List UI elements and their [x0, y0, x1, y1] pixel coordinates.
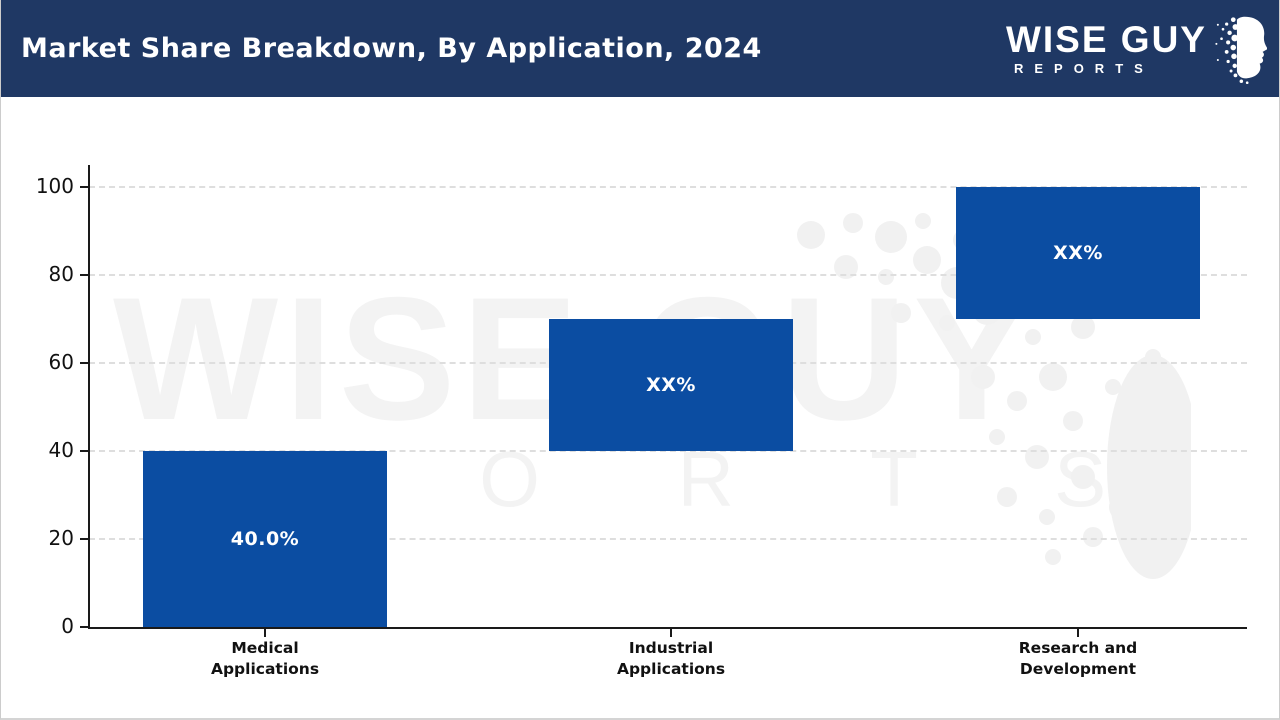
y-tick-80 [80, 274, 88, 276]
y-tick-label-60: 60 [48, 350, 74, 374]
gridline-20 [89, 538, 1247, 540]
y-tick-20 [80, 538, 88, 540]
bar-research-and-development: XX% [956, 187, 1200, 319]
category-line1: Medical [231, 639, 299, 657]
wise-guy-reports-logo: WISE GUY REPORTS [1006, 13, 1267, 85]
y-tick-0 [80, 626, 88, 628]
x-tick-1 [670, 629, 672, 637]
dotted-face-icon [1215, 16, 1267, 84]
y-tick-label-40: 40 [48, 438, 74, 462]
bar-value-label: XX% [1053, 242, 1103, 264]
x-category-label-1: Industrial Applications [551, 638, 791, 680]
category-line1: Research and [1018, 639, 1138, 657]
header-bar: Market Share Breakdown, By Application, … [1, 0, 1279, 97]
x-category-label-2: Research and Development [958, 638, 1198, 680]
logo-text: WISE GUY REPORTS [1006, 21, 1207, 76]
y-tick-40 [80, 450, 88, 452]
y-tick-label-80: 80 [48, 262, 74, 286]
x-category-label-0: Medical Applications [145, 638, 385, 680]
logo-wordmark: WISE GUY [1005, 19, 1207, 60]
x-tick-0 [264, 629, 266, 637]
category-line2: Development [1019, 660, 1137, 678]
x-tick-2 [1077, 629, 1079, 637]
y-axis-line [88, 165, 90, 629]
y-tick-100 [80, 186, 88, 188]
category-line2: Applications [616, 660, 726, 678]
gridline-40 [89, 450, 1247, 452]
y-tick-label-0: 0 [61, 614, 74, 638]
category-line1: Industrial [628, 639, 714, 657]
bar-medical-applications: 40.0% [143, 451, 387, 627]
x-axis-line [88, 627, 1247, 629]
bar-industrial-applications: XX% [549, 319, 793, 451]
logo-subtitle: REPORTS [1013, 61, 1154, 76]
gridline-80 [89, 274, 1247, 276]
y-tick-label-100: 100 [35, 174, 74, 198]
bar-value-label: XX% [646, 374, 696, 396]
y-tick-label-20: 20 [48, 526, 74, 550]
bar-value-label: 40.0% [230, 528, 300, 550]
gridline-100 [89, 186, 1247, 188]
y-tick-60 [80, 362, 88, 364]
category-line2: Applications [210, 660, 320, 678]
watermark-subtitle: P O R T S [291, 435, 1165, 523]
page-title: Market Share Breakdown, By Application, … [21, 33, 762, 64]
